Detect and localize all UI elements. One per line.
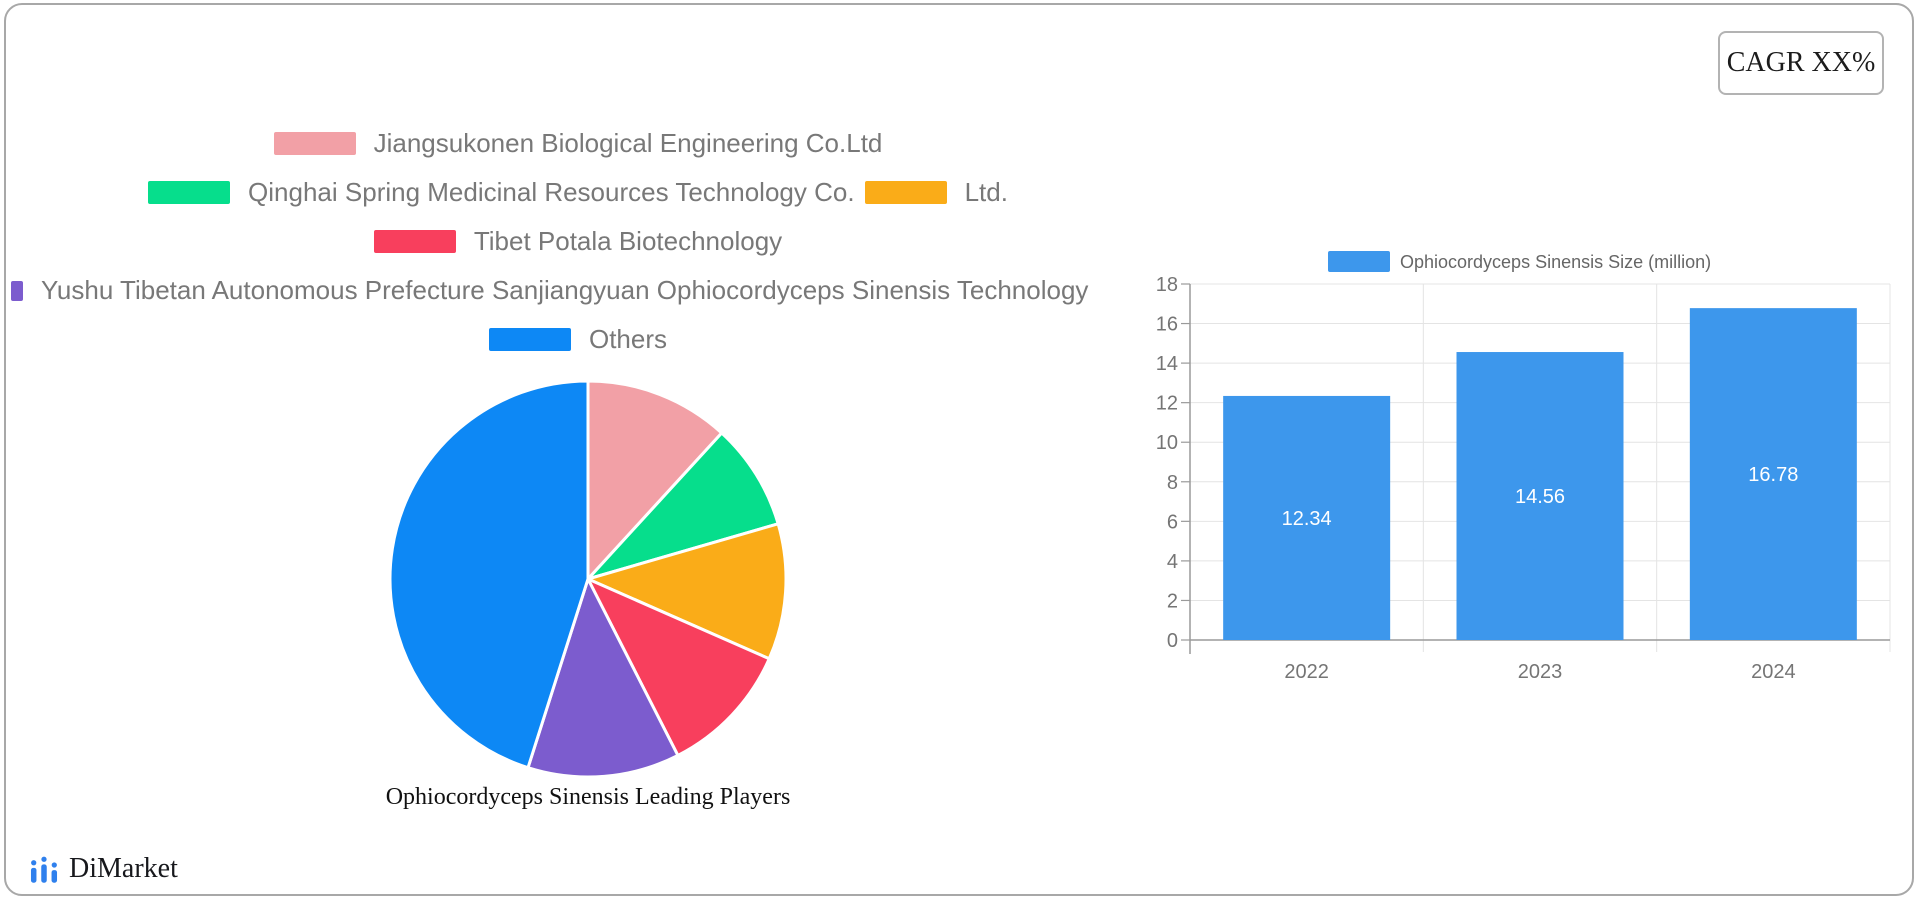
y-axis-tick-label: 14 (1156, 353, 1178, 375)
pie-legend-row: Others (0, 315, 1156, 364)
y-axis-tick-label: 10 (1156, 432, 1178, 454)
pie-chart-title: Ophiocordyceps Sinensis Leading Players (385, 784, 791, 810)
legend-swatch (864, 181, 947, 204)
brand-logo: DiMarket (28, 853, 178, 885)
bar-chart-logo-icon (30, 856, 58, 883)
legend-label: Tibet Potala Biotechnology (473, 226, 783, 256)
y-axis-tick-label: 2 (1167, 590, 1178, 612)
bar-2024[interactable] (1689, 308, 1857, 640)
legend-item[interactable]: Tibet Potala Biotechnology (373, 226, 783, 257)
bar-legend-label: Ophiocordyceps Sinensis Size (million) (1400, 252, 1711, 272)
pie-legend-row: Jiangsukonen Biological Engineering Co.L… (0, 119, 1156, 168)
legend-label: Qinghai Spring Medicinal Resources Techn… (248, 177, 855, 207)
pie-legend-row: Tibet Potala Biotechnology (0, 217, 1156, 266)
pie-legend-row: Qinghai Spring Medicinal Resources Techn… (0, 168, 1156, 217)
y-axis-tick-label: 8 (1167, 472, 1178, 494)
pie-chart[interactable] (380, 371, 796, 787)
y-axis-tick-label: 4 (1167, 551, 1178, 573)
x-axis-tick-label: 2023 (1518, 661, 1563, 683)
y-axis-tick-label: 0 (1167, 630, 1178, 652)
legend-label: Others (588, 324, 668, 354)
pie-slice[interactable] (586, 431, 780, 581)
y-axis-tick-label: 18 (1156, 274, 1178, 296)
legend-item[interactable]: Qinghai Spring Medicinal Resources Techn… (148, 177, 855, 208)
legend-label: Yushu Tibetan Autonomous Prefecture Sanj… (41, 275, 1089, 305)
bar-value-label: 16.78 (1748, 464, 1798, 486)
x-axis-tick-label: 2024 (1751, 661, 1796, 683)
y-axis-tick-label: 6 (1167, 511, 1178, 533)
brand-name: DiMarket (69, 853, 178, 884)
cagr-label: CAGR XX% (1726, 47, 1876, 78)
legend-swatch (488, 328, 571, 351)
legend-swatch (373, 230, 456, 253)
legend-item[interactable]: Yushu Tibetan Autonomous Prefecture Sanj… (11, 275, 1088, 306)
legend-swatch (148, 181, 231, 204)
legend-swatch (11, 280, 23, 301)
pie-legend-row: Yushu Tibetan Autonomous Prefecture Sanj… (0, 266, 1156, 315)
legend-item[interactable]: Others (488, 324, 668, 355)
bar-legend-swatch[interactable] (1328, 251, 1390, 272)
pie-legend: Jiangsukonen Biological Engineering Co.L… (0, 119, 1156, 367)
bar-2022[interactable] (1223, 395, 1391, 640)
pie-slice[interactable] (586, 379, 724, 581)
bar-chart[interactable]: Ophiocordyceps Sinensis Size (million) 0 2… (1150, 230, 1920, 700)
pie-slice[interactable] (586, 577, 771, 757)
legend-label: Jiangsukonen Biological Engineering Co.L… (373, 128, 883, 158)
y-axis-tick-label: 12 (1156, 393, 1178, 415)
pie-slice[interactable] (526, 577, 680, 779)
legend-label: Ltd. (964, 177, 1008, 207)
cagr-badge: CAGR XX% (1718, 31, 1884, 95)
legend-item[interactable]: Ltd. (864, 177, 1008, 208)
y-axis-tick-label: 16 (1156, 314, 1178, 336)
legend-item[interactable]: Jiangsukonen Biological Engineering Co.L… (273, 128, 883, 159)
legend-swatch (273, 132, 356, 155)
bar-value-label: 12.34 (1282, 508, 1332, 530)
pie-slice[interactable] (388, 379, 590, 770)
bar-value-label: 14.56 (1515, 486, 1565, 508)
x-axis-tick-label: 2022 (1284, 661, 1329, 683)
bar-2023[interactable] (1456, 352, 1624, 640)
pie-slice[interactable] (586, 522, 788, 661)
